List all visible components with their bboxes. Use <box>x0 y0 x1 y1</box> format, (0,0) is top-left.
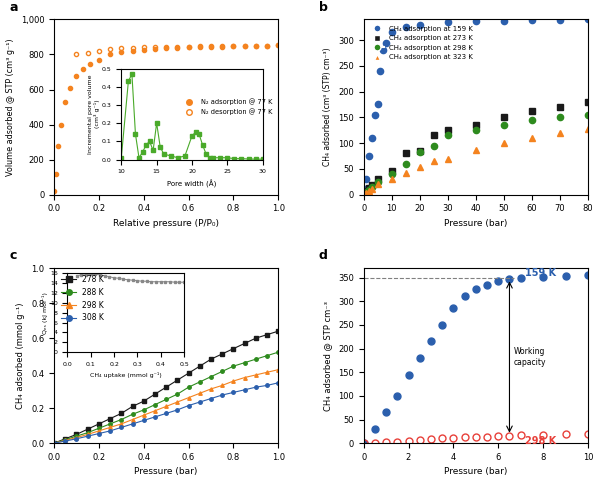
Legend: N₂ adsorption @ 77 K, N₂ desorption @ 77 K: N₂ adsorption @ 77 K, N₂ desorption @ 77… <box>179 96 275 118</box>
Legend: 278 K, 288 K, 298 K, 308 K: 278 K, 288 K, 298 K, 308 K <box>58 272 107 325</box>
Legend: CH₄ adsorption at 159 K, CH₄ adsorption at 273 K, CH₄ adsorption at 298 K, CH₄ a: CH₄ adsorption at 159 K, CH₄ adsorption … <box>367 23 476 63</box>
Text: 159 K: 159 K <box>525 268 556 278</box>
Y-axis label: CH₄ adsorbed @ STP cm⁻³: CH₄ adsorbed @ STP cm⁻³ <box>323 300 332 411</box>
Y-axis label: CH₄ adsorbed (mmol g⁻¹): CH₄ adsorbed (mmol g⁻¹) <box>16 302 25 409</box>
X-axis label: Pressure (bar): Pressure (bar) <box>444 468 508 476</box>
Text: 298 K: 298 K <box>525 436 556 446</box>
Y-axis label: CH₄ adsorbed (cm³ (STP) cm⁻³): CH₄ adsorbed (cm³ (STP) cm⁻³) <box>323 48 332 167</box>
Y-axis label: Volume adsorbed @ STP (cm³ g⁻¹): Volume adsorbed @ STP (cm³ g⁻¹) <box>6 38 15 176</box>
X-axis label: Pressure (bar): Pressure (bar) <box>444 219 508 228</box>
Text: b: b <box>319 0 328 14</box>
Text: a: a <box>9 0 17 14</box>
Text: Working
capacity: Working capacity <box>514 347 547 367</box>
X-axis label: Relative pressure (P/P₀): Relative pressure (P/P₀) <box>113 219 219 228</box>
Text: c: c <box>9 249 17 262</box>
X-axis label: Pressure (bar): Pressure (bar) <box>134 468 198 476</box>
Text: d: d <box>319 249 328 262</box>
